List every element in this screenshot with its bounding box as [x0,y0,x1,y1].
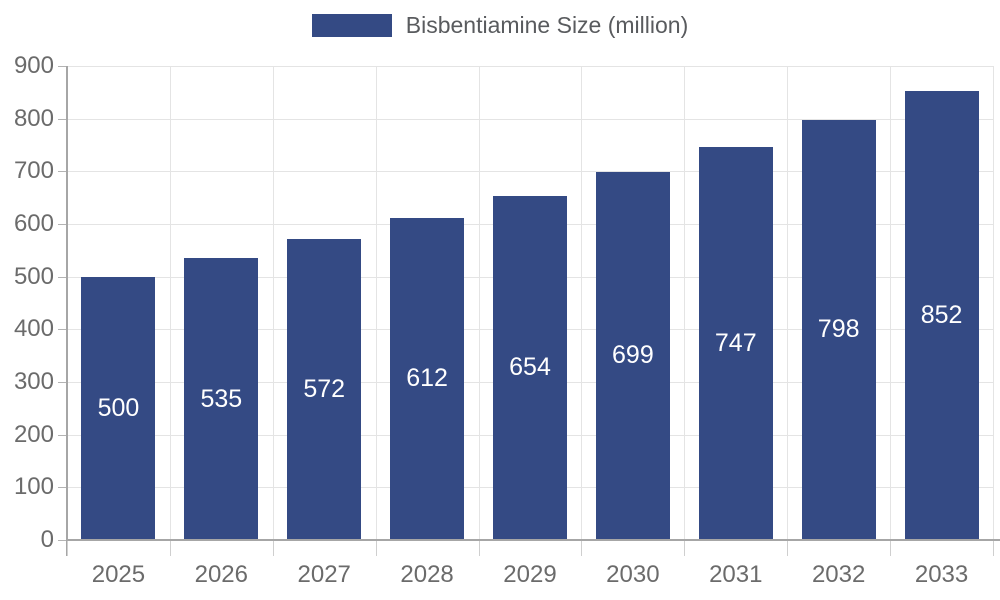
y-tick-label: 600 [13,210,54,237]
x-tick-label: 2027 [297,561,351,588]
x-tick [890,541,892,556]
x-tick-label: 2032 [811,561,866,588]
x-tick-label: 2030 [606,561,660,588]
bar[interactable] [595,171,670,539]
x-tick [272,541,274,556]
v-gridline [272,66,274,540]
y-tick [58,487,66,489]
x-tick-label: 2026 [194,561,248,588]
x-tick [787,541,789,556]
y-tick-label: 100 [13,473,54,501]
legend-swatch [311,14,392,37]
legend[interactable]: Bisbentiamine Size (million) [0,14,1000,37]
v-gridline [169,66,171,540]
v-gridline [787,66,789,540]
y-tick-label: 400 [13,315,54,343]
bar[interactable] [904,91,979,539]
y-tick [58,171,66,173]
y-tick [58,118,66,120]
bar-value-label: 535 [200,384,243,413]
x-tick-label: 2031 [709,561,763,588]
bar-value-label: 500 [97,393,140,422]
v-gridline [890,66,892,540]
bar-value-label: 852 [920,301,963,330]
x-tick-label: 2028 [400,561,454,588]
x-tick [169,541,171,556]
bar-value-label: 654 [509,353,551,382]
x-axis-line [66,539,1000,541]
x-tick [684,541,686,556]
x-tick-label: 2029 [503,561,557,588]
x-tick [375,541,377,556]
bar[interactable] [184,258,259,539]
v-gridline [684,66,686,540]
y-tick [58,329,66,331]
bar[interactable] [287,238,362,539]
y-tick-label: 200 [13,420,54,448]
y-tick [58,382,66,383]
bar[interactable] [698,146,773,539]
bar-value-label: 572 [303,374,346,403]
y-tick-label: 0 [40,526,54,553]
h-gridline [67,66,993,67]
y-tick-label: 700 [13,157,54,185]
x-tick-label: 2025 [91,561,146,588]
x-tick [581,541,583,556]
y-tick [58,540,66,541]
h-gridline [67,118,993,120]
x-tick [993,541,994,556]
x-tick [478,541,480,556]
y-tick [58,224,66,225]
bar[interactable] [390,217,465,539]
y-tick [58,276,66,278]
v-gridline [993,66,994,540]
bar-value-label: 699 [612,341,654,370]
y-tick [58,66,66,67]
x-tick-label: 2033 [914,561,969,588]
v-gridline [478,66,480,540]
y-tick-label: 300 [13,368,54,395]
bar[interactable] [81,276,156,539]
y-axis-line [66,66,68,556]
v-gridline [581,66,583,540]
v-gridline [375,66,377,540]
y-tick-label: 900 [13,52,54,79]
bar-value-label: 612 [406,364,448,393]
y-tick-label: 500 [13,262,54,290]
bar-value-label: 798 [817,315,860,344]
bar-value-label: 747 [714,328,757,357]
bar[interactable] [493,195,567,539]
bar[interactable] [801,119,876,539]
legend-label: Bisbentiamine Size (million) [405,12,689,38]
h-gridline [67,171,993,173]
x-tick [67,541,68,556]
y-tick-label: 800 [13,104,54,132]
y-tick [58,434,66,436]
